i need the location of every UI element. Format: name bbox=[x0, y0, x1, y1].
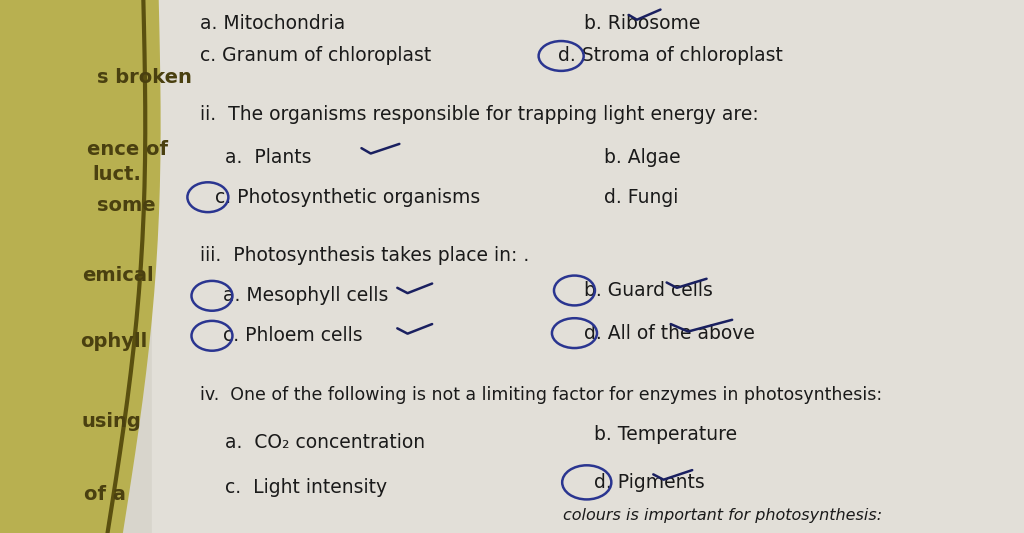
Text: d. Fungi: d. Fungi bbox=[604, 188, 679, 207]
Text: c. Photosynthetic organisms: c. Photosynthetic organisms bbox=[215, 188, 480, 207]
Text: b. Temperature: b. Temperature bbox=[594, 425, 737, 444]
Text: a. Mitochondria: a. Mitochondria bbox=[200, 14, 345, 34]
Text: colours is important for photosynthesis:: colours is important for photosynthesis: bbox=[563, 508, 883, 523]
Text: b. Algae: b. Algae bbox=[604, 148, 681, 167]
Text: iii.  Photosynthesis takes place in: .: iii. Photosynthesis takes place in: . bbox=[200, 246, 529, 265]
Text: b. Ribosome: b. Ribosome bbox=[584, 14, 700, 34]
Text: a.  Plants: a. Plants bbox=[225, 148, 311, 167]
Text: ophyll: ophyll bbox=[80, 332, 147, 351]
Text: of a: of a bbox=[84, 485, 126, 504]
Text: d. All of the above: d. All of the above bbox=[584, 324, 755, 343]
Text: c.  Light intensity: c. Light intensity bbox=[225, 478, 387, 497]
Text: c. Granum of chloroplast: c. Granum of chloroplast bbox=[200, 46, 431, 66]
Text: using: using bbox=[82, 411, 141, 431]
FancyBboxPatch shape bbox=[152, 0, 1024, 533]
Text: luct.: luct. bbox=[92, 165, 141, 184]
Text: b. Guard cells: b. Guard cells bbox=[584, 281, 713, 300]
Text: d. Pigments: d. Pigments bbox=[594, 473, 705, 492]
Text: c. Phloem cells: c. Phloem cells bbox=[223, 326, 362, 345]
Text: ence of: ence of bbox=[87, 140, 168, 159]
Polygon shape bbox=[0, 0, 161, 533]
Text: iv.  One of the following is not a limiting factor for enzymes in photosynthesis: iv. One of the following is not a limiti… bbox=[200, 386, 882, 405]
Text: d. Stroma of chloroplast: d. Stroma of chloroplast bbox=[558, 46, 783, 66]
Text: s broken: s broken bbox=[97, 68, 193, 87]
Text: a.  CO₂ concentration: a. CO₂ concentration bbox=[225, 433, 425, 452]
Text: ii.  The organisms responsible for trapping light energy are:: ii. The organisms responsible for trappi… bbox=[200, 105, 759, 124]
Text: some: some bbox=[97, 196, 156, 215]
Text: a. Mesophyll cells: a. Mesophyll cells bbox=[223, 286, 388, 305]
Text: emical: emical bbox=[82, 266, 154, 285]
